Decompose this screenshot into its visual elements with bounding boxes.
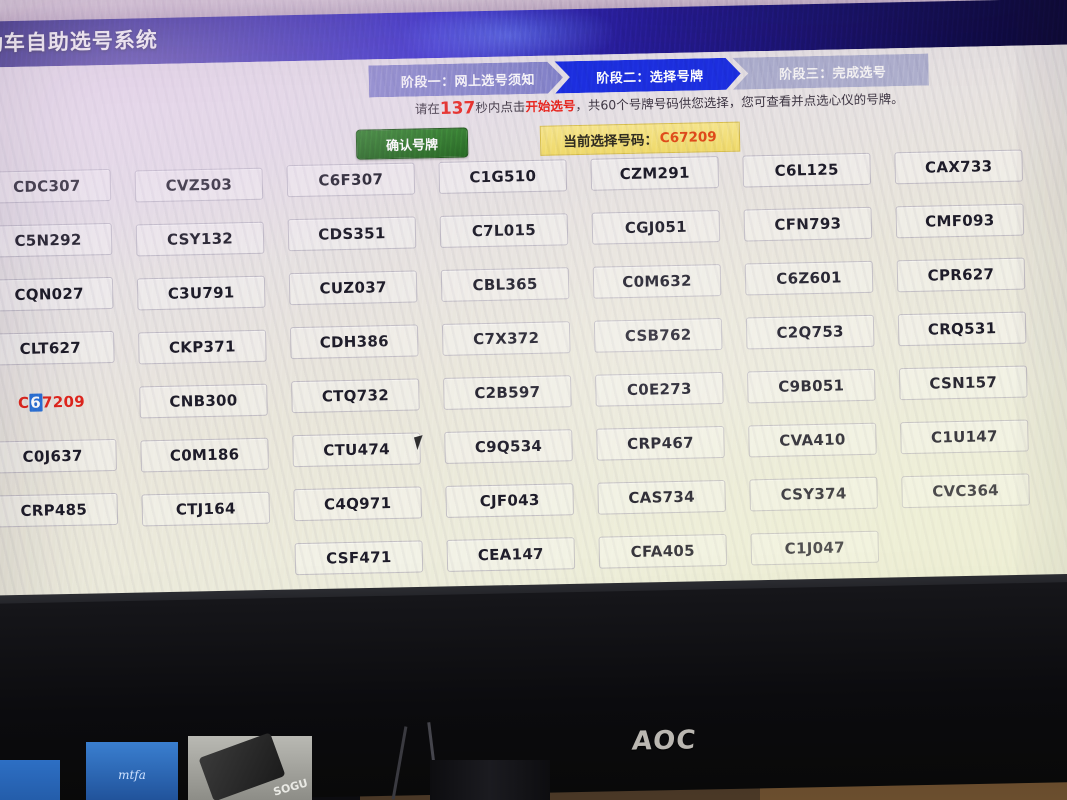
plate-option[interactable]: CSN157 [898, 365, 1028, 401]
plate-option[interactable]: CAX733 [894, 149, 1024, 185]
plate-option[interactable]: C1U147 [900, 419, 1029, 455]
screen-content: 192.21.0.22.0000/view/veh/html/ph/plate/… [0, 0, 1067, 660]
plate-option[interactable]: CVC364 [901, 473, 1030, 509]
plate-option[interactable]: C0M632 [592, 264, 722, 299]
plate-option[interactable]: C0J637 [0, 438, 117, 474]
plate-option[interactable]: CMF093 [895, 203, 1025, 239]
plate-option[interactable]: C7L015 [439, 213, 569, 248]
plate-option[interactable]: CTJ164 [141, 491, 271, 527]
desk-object-plaque: mtfa [86, 742, 178, 800]
current-selection-label: 当前选择号码： [563, 132, 659, 151]
plate-column-1: CDC307 C5N292 CQN027 CLT627 ✔ C67209 C0J… [0, 168, 133, 660]
plate-option[interactable]: CVZ503 [134, 167, 264, 203]
plate-option[interactable]: CEA147 [446, 537, 576, 572]
address-bar-url[interactable]: 192.21.0.22.0000/view/veh/html/ph/plate/… [1, 0, 835, 1]
plate-option[interactable]: C7X372 [441, 321, 571, 356]
plate-option[interactable]: CPR627 [896, 257, 1026, 293]
monitor-brand-logo: AOC [630, 725, 698, 757]
plate-option[interactable]: CAS734 [597, 479, 726, 515]
plate-option[interactable]: CSF471 [294, 540, 424, 576]
plate-option[interactable]: CKP371 [138, 329, 267, 365]
plate-option[interactable]: CFN793 [743, 206, 873, 242]
plate-option[interactable]: CBL365 [440, 267, 570, 302]
site-title: 机动车自助选号系统 [0, 27, 159, 57]
plate-option[interactable]: C2Q753 [745, 314, 875, 350]
plate-option[interactable]: C6L125 [742, 152, 872, 188]
plate-option[interactable]: C3U791 [136, 275, 266, 311]
plate-option[interactable]: CSY374 [749, 476, 878, 512]
plate-column-3: C6F307 CDS351 CUZ037 CDH386 CTQ732 CTU47… [275, 162, 438, 660]
plate-option[interactable]: CLT627 [0, 330, 115, 366]
plate-option[interactable]: CDC307 [0, 168, 112, 204]
notice-mid: 秒内点击 [475, 99, 526, 116]
current-selection-box: 当前选择号码： C67209 [539, 121, 741, 156]
text-selection-highlight: 6 [29, 393, 43, 412]
plate-option-hovered[interactable]: C9Q534 [444, 429, 573, 464]
step-3-finish[interactable]: 阶段三：完成选号 [732, 54, 929, 90]
plate-option[interactable]: CUZ037 [288, 270, 418, 306]
countdown-seconds: 137 [439, 98, 476, 119]
notice-hotword: 开始选号 [525, 98, 576, 115]
plate-column-2: CVZ503 CSY132 C3U791 CKP371 CNB300 C0M18… [123, 165, 286, 660]
plate-option[interactable]: CFA405 [598, 533, 728, 569]
current-selection-value: C67209 [659, 129, 717, 147]
plate-option[interactable]: C1G510 [438, 159, 568, 194]
plate-option[interactable]: CRP467 [596, 425, 725, 461]
plate-option[interactable]: CZM291 [590, 156, 720, 191]
confirm-plate-button[interactable]: 确认号牌 [355, 127, 469, 160]
plate-option[interactable]: C5N292 [0, 222, 113, 258]
notice-prefix: 请在 [414, 100, 441, 117]
plate-option[interactable]: C2B597 [443, 375, 572, 410]
step-1-notice[interactable]: 阶段一：网上选号须知 [368, 61, 563, 97]
plate-option-selected[interactable]: ✔ C67209 [0, 385, 116, 420]
plate-option[interactable]: C6Z601 [744, 260, 874, 296]
step-2-select-plate[interactable]: 阶段二：选择号牌 [555, 58, 741, 94]
monitor-stand [430, 760, 550, 800]
plate-option[interactable]: C4Q971 [293, 486, 423, 522]
notice-suffix: ，共60个号牌号码供您选择，您可查看并点选心仪的号牌。 [575, 91, 904, 114]
plate-option[interactable]: C1J047 [750, 530, 880, 566]
plate-option[interactable]: CSB762 [593, 317, 723, 353]
plate-option[interactable]: CTU474 [292, 432, 421, 468]
plate-option[interactable]: CVA410 [748, 422, 877, 458]
plate-option[interactable]: C0E273 [595, 371, 724, 407]
page-body: 阶段一：网上选号须知 阶段二：选择号牌 阶段三：完成选号 请在137秒内点击开始… [0, 44, 1067, 660]
plate-option-selected-text: C67209 [17, 392, 86, 413]
desk-object-remote: SOGU [188, 732, 312, 800]
plate-option[interactable]: CTQ732 [291, 378, 420, 414]
plate-option[interactable]: CSY132 [135, 221, 265, 257]
plate-option[interactable]: CRQ531 [897, 311, 1027, 347]
plate-option[interactable]: CQN027 [0, 276, 114, 312]
plate-option[interactable]: CRP485 [0, 492, 119, 528]
plate-option[interactable]: CDH386 [289, 324, 419, 360]
plate-option[interactable]: CDS351 [287, 216, 417, 252]
plate-option[interactable]: C0M186 [140, 437, 269, 473]
plate-option[interactable]: CNB300 [139, 383, 268, 419]
monitor-screen-area: 192.21.0.22.0000/view/veh/html/ph/plate/… [0, 0, 1067, 660]
plate-option[interactable]: CJF043 [445, 483, 575, 518]
plate-option[interactable]: C9B051 [746, 368, 876, 404]
plate-option[interactable]: CGJ051 [591, 210, 721, 245]
desk-object-card [0, 760, 60, 800]
plate-option[interactable]: C6F307 [286, 162, 416, 198]
remote-label: SOGU [271, 776, 310, 799]
